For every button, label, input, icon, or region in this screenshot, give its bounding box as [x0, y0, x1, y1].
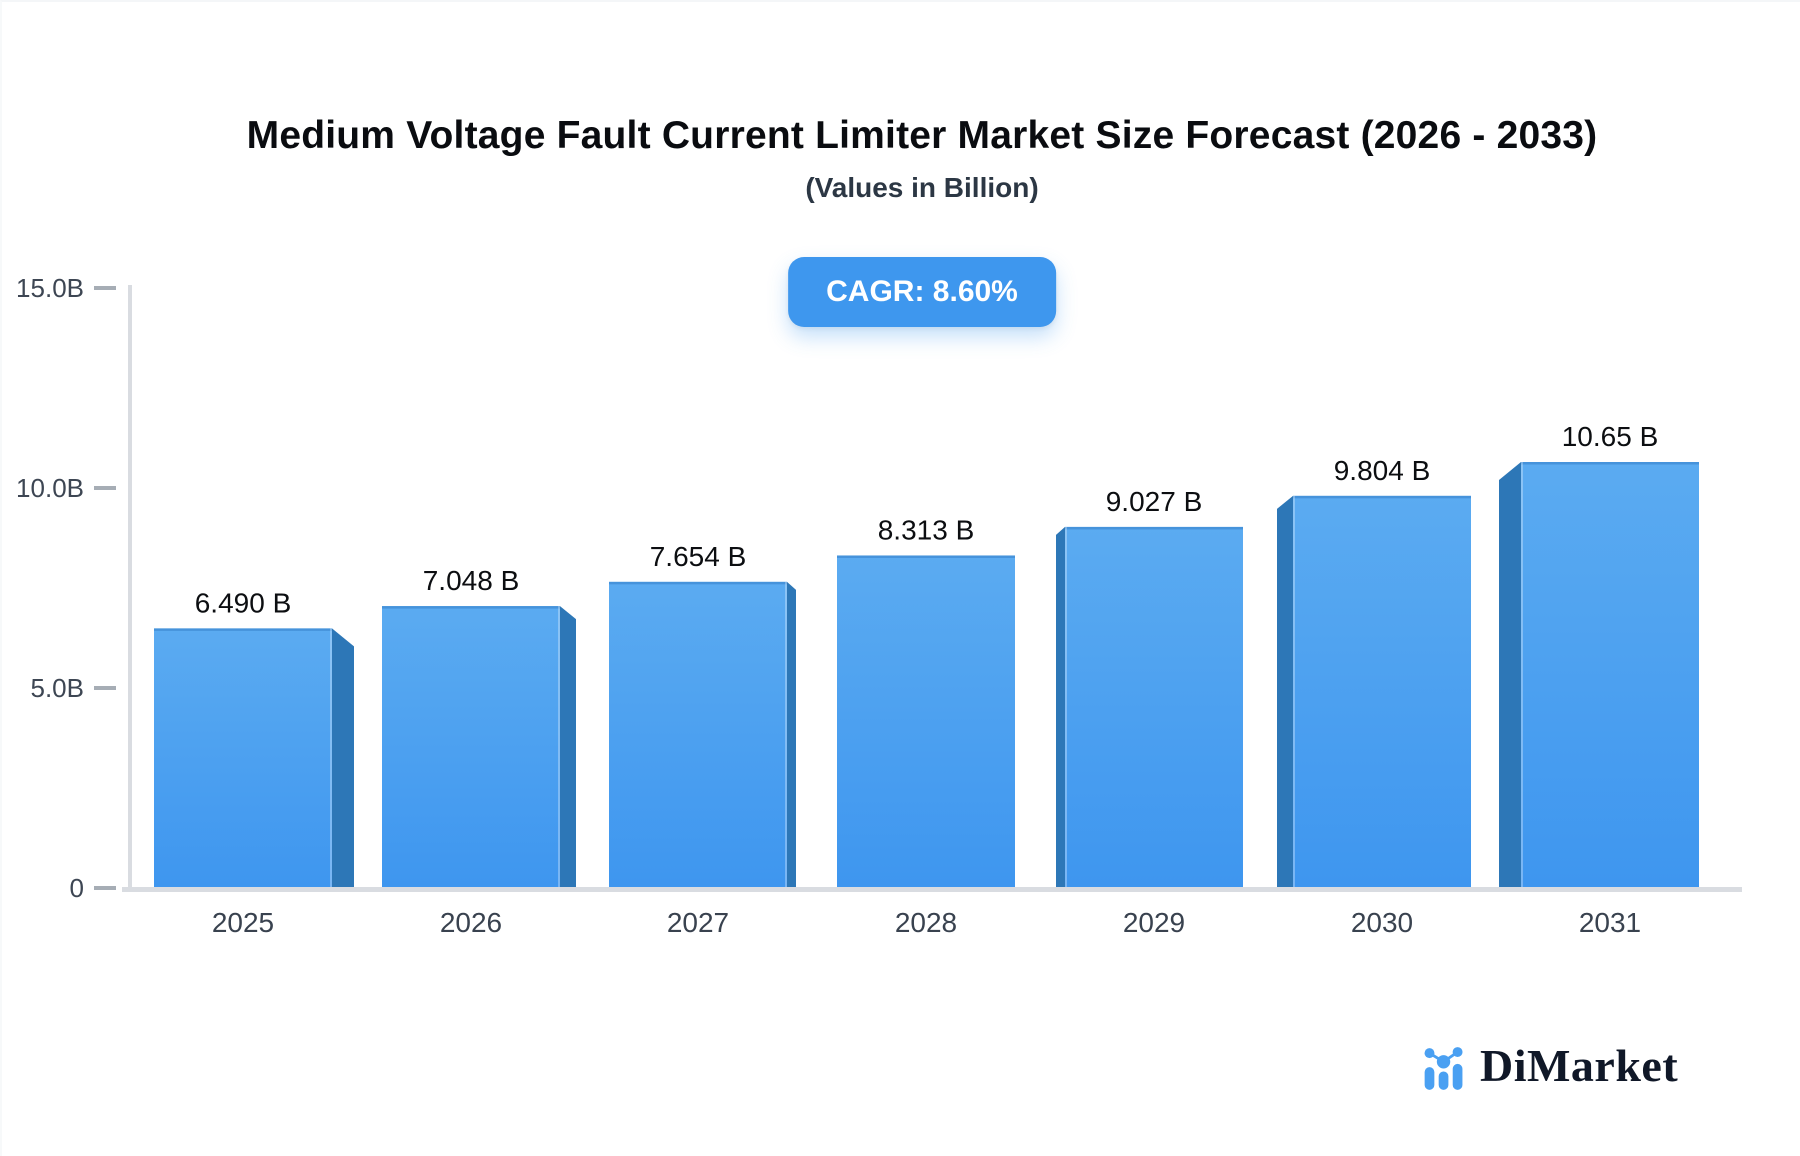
bar-value-label: 10.65 B [1562, 421, 1659, 452]
y-tick-dash [94, 286, 116, 290]
bar-value-label: 7.654 B [650, 541, 747, 572]
bar-2025[interactable] [154, 628, 354, 888]
x-axis-label: 2029 [1123, 907, 1185, 938]
bar-value-label: 9.027 B [1106, 486, 1203, 517]
y-tick-label: 10.0B [16, 473, 84, 503]
bar-value-label: 8.313 B [878, 514, 975, 545]
brand-logo: DiMarket [1416, 1038, 1678, 1092]
y-tick-label: 15.0B [16, 273, 84, 303]
x-axis-label: 2028 [895, 907, 957, 938]
bar-2027[interactable] [609, 581, 796, 888]
bar-2028[interactable] [837, 555, 1015, 888]
y-tick-label: 5.0B [31, 673, 85, 703]
dimarket-logo-text: DiMarket [1480, 1039, 1679, 1091]
x-axis-label: 2027 [667, 907, 729, 938]
bar-2029[interactable] [1056, 526, 1243, 888]
y-tick-label: 0 [70, 873, 84, 903]
x-axis-label: 2025 [212, 907, 274, 938]
bar-value-label: 7.048 B [423, 565, 520, 596]
y-tick-dash [94, 486, 116, 490]
y-axis-line [128, 285, 132, 892]
bar-2031[interactable] [1499, 462, 1699, 888]
x-axis-label: 2026 [440, 907, 502, 938]
x-axis-line [122, 887, 1742, 892]
x-axis-label: 2030 [1351, 907, 1413, 938]
bar-2026[interactable] [382, 606, 576, 888]
dimarket-logo-icon [1424, 1047, 1463, 1090]
y-tick-dash [94, 686, 116, 690]
chart-subtitle: (Values in Billion) [805, 172, 1039, 203]
chart-title: Medium Voltage Fault Current Limiter Mar… [246, 114, 1598, 157]
bar-value-label: 6.490 B [195, 587, 292, 618]
cagr-badge: CAGR: 8.60% [788, 257, 1056, 327]
bar-2030[interactable] [1277, 495, 1471, 888]
y-tick-dash [94, 886, 116, 890]
bar-value-label: 9.804 B [1334, 455, 1431, 486]
x-axis-label: 2031 [1579, 907, 1641, 938]
